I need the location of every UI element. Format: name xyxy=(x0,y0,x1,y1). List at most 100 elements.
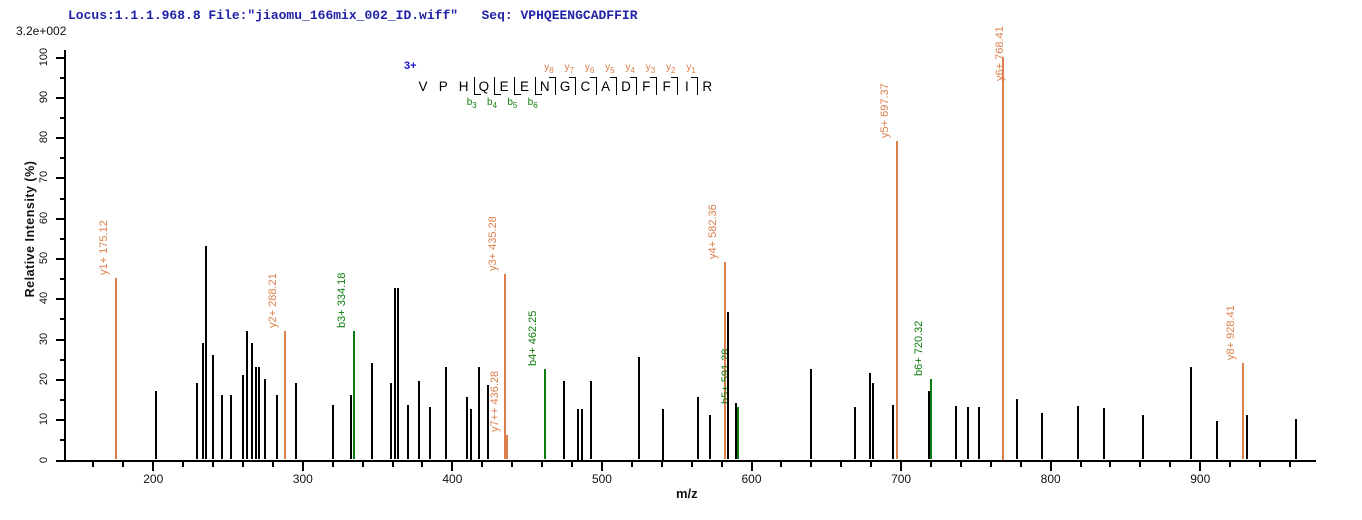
precursor-charge-state: 3+ xyxy=(404,60,417,72)
peak xyxy=(580,409,583,460)
y-ion-cleavage-mark xyxy=(548,77,556,95)
peak xyxy=(155,390,158,460)
fragment-peak-label: y2+ 288.21 xyxy=(267,272,280,328)
peak xyxy=(637,356,640,460)
peak xyxy=(966,407,969,460)
x-axis-tick xyxy=(301,461,304,471)
peak xyxy=(254,366,257,460)
peak xyxy=(258,366,261,460)
y-ion-cleavage-mark xyxy=(609,77,617,95)
y-axis-tick xyxy=(60,116,64,119)
x-axis-tick xyxy=(481,461,484,467)
peptide-residue: N xyxy=(539,79,550,94)
peak xyxy=(221,395,224,460)
y-ion-cleavage-mark xyxy=(670,77,678,95)
peptide-residue: H xyxy=(458,79,469,94)
b-ion-cleavage-mark xyxy=(514,77,522,95)
peptide-residue: P xyxy=(438,79,448,94)
peak xyxy=(478,366,481,460)
peak xyxy=(726,312,729,460)
peptide-residue: R xyxy=(702,79,713,94)
peak xyxy=(577,409,580,460)
fragment-peak-y1+ xyxy=(115,278,118,460)
x-axis-line xyxy=(63,459,1316,462)
y-axis-tick-label: 40 xyxy=(38,292,50,305)
y-axis-tick-label: 10 xyxy=(38,413,50,426)
x-axis-tick xyxy=(959,461,962,467)
fragment-peak-label: b3+ 334.18 xyxy=(335,272,348,328)
peak xyxy=(428,407,431,460)
peak xyxy=(1077,405,1080,460)
y-axis-tick xyxy=(60,358,64,361)
fragment-peak-y8+ xyxy=(1241,362,1244,460)
b-ion-label: b5 xyxy=(507,97,518,110)
x-axis-title: m/z xyxy=(676,486,698,501)
x-axis-tick xyxy=(1259,461,1262,467)
y-ion-cleavage-mark xyxy=(691,77,699,95)
peak xyxy=(230,395,233,460)
x-axis-tick xyxy=(182,461,185,467)
peak xyxy=(246,330,249,460)
peak xyxy=(390,382,393,460)
fragment-peak-label: b4+ 462.25 xyxy=(527,310,540,366)
peak xyxy=(417,380,420,460)
fragment-peak-b4+ xyxy=(544,368,547,460)
y-axis-title: Relative Intensity (%) xyxy=(23,160,37,298)
peak xyxy=(977,407,980,460)
peak xyxy=(589,380,592,460)
y-axis-tick xyxy=(56,378,64,381)
peak xyxy=(868,372,871,460)
peak xyxy=(276,395,279,460)
x-axis-tick xyxy=(361,461,364,467)
y-axis-tick xyxy=(60,439,64,442)
peptide-residue: A xyxy=(601,79,611,94)
y-ion-cleavage-mark xyxy=(630,77,638,95)
x-axis-tick xyxy=(810,461,813,467)
peptide-residue: V xyxy=(418,79,428,94)
x-axis-tick xyxy=(451,461,454,471)
y-axis-tick xyxy=(56,298,64,301)
peak xyxy=(709,415,712,460)
peak xyxy=(696,397,699,460)
fragment-peak-y7++ xyxy=(505,435,508,460)
x-axis-tick xyxy=(720,461,723,467)
peak xyxy=(1041,413,1044,460)
fragment-peak-label: y6+ 768.41 xyxy=(994,25,1007,81)
y-axis-tick xyxy=(56,217,64,220)
fragment-peak-label: y3+ 435.28 xyxy=(487,216,500,272)
x-axis-tick xyxy=(92,461,95,467)
peptide-residue: C xyxy=(580,79,591,94)
x-axis-tick xyxy=(331,461,334,467)
peak xyxy=(264,378,267,460)
x-axis-tick-label: 900 xyxy=(1190,471,1211,486)
x-axis-tick xyxy=(1049,461,1052,471)
y-axis-tick-label: 50 xyxy=(38,251,50,265)
x-axis-tick-label: 300 xyxy=(292,471,313,486)
peak xyxy=(201,342,204,460)
peptide-residue: Q xyxy=(478,79,490,94)
x-axis-tick xyxy=(511,461,514,467)
y-axis-tick-label: 20 xyxy=(38,372,50,386)
x-axis-tick xyxy=(989,461,992,467)
base-peak-intensity: 3.2e+002 xyxy=(16,24,67,38)
fragment-peak-label: y4+ 582.36 xyxy=(707,204,720,260)
peak xyxy=(407,405,410,460)
x-axis-tick xyxy=(1109,461,1112,467)
y-ion-label: y3 xyxy=(645,62,656,75)
y-ion-cleavage-mark xyxy=(650,77,658,95)
x-axis-tick xyxy=(1079,461,1082,467)
fragment-peak-label: y8+ 928.41 xyxy=(1224,305,1237,360)
peak xyxy=(444,366,447,460)
y-axis-tick xyxy=(60,197,64,200)
fragment-peak-label: y7++ 436.28 xyxy=(488,371,501,433)
fragment-peak-y2+ xyxy=(284,330,287,460)
x-axis-tick xyxy=(930,461,932,467)
y-axis-tick xyxy=(56,258,64,260)
y-axis-tick xyxy=(56,459,64,462)
peak xyxy=(1245,415,1248,460)
fragment-peak-y3+ xyxy=(504,274,507,460)
y-axis-tick xyxy=(60,76,64,79)
peptide-residue: E xyxy=(519,79,529,94)
x-axis-tick xyxy=(1288,461,1291,467)
b-ion-cleavage-mark xyxy=(494,77,502,95)
